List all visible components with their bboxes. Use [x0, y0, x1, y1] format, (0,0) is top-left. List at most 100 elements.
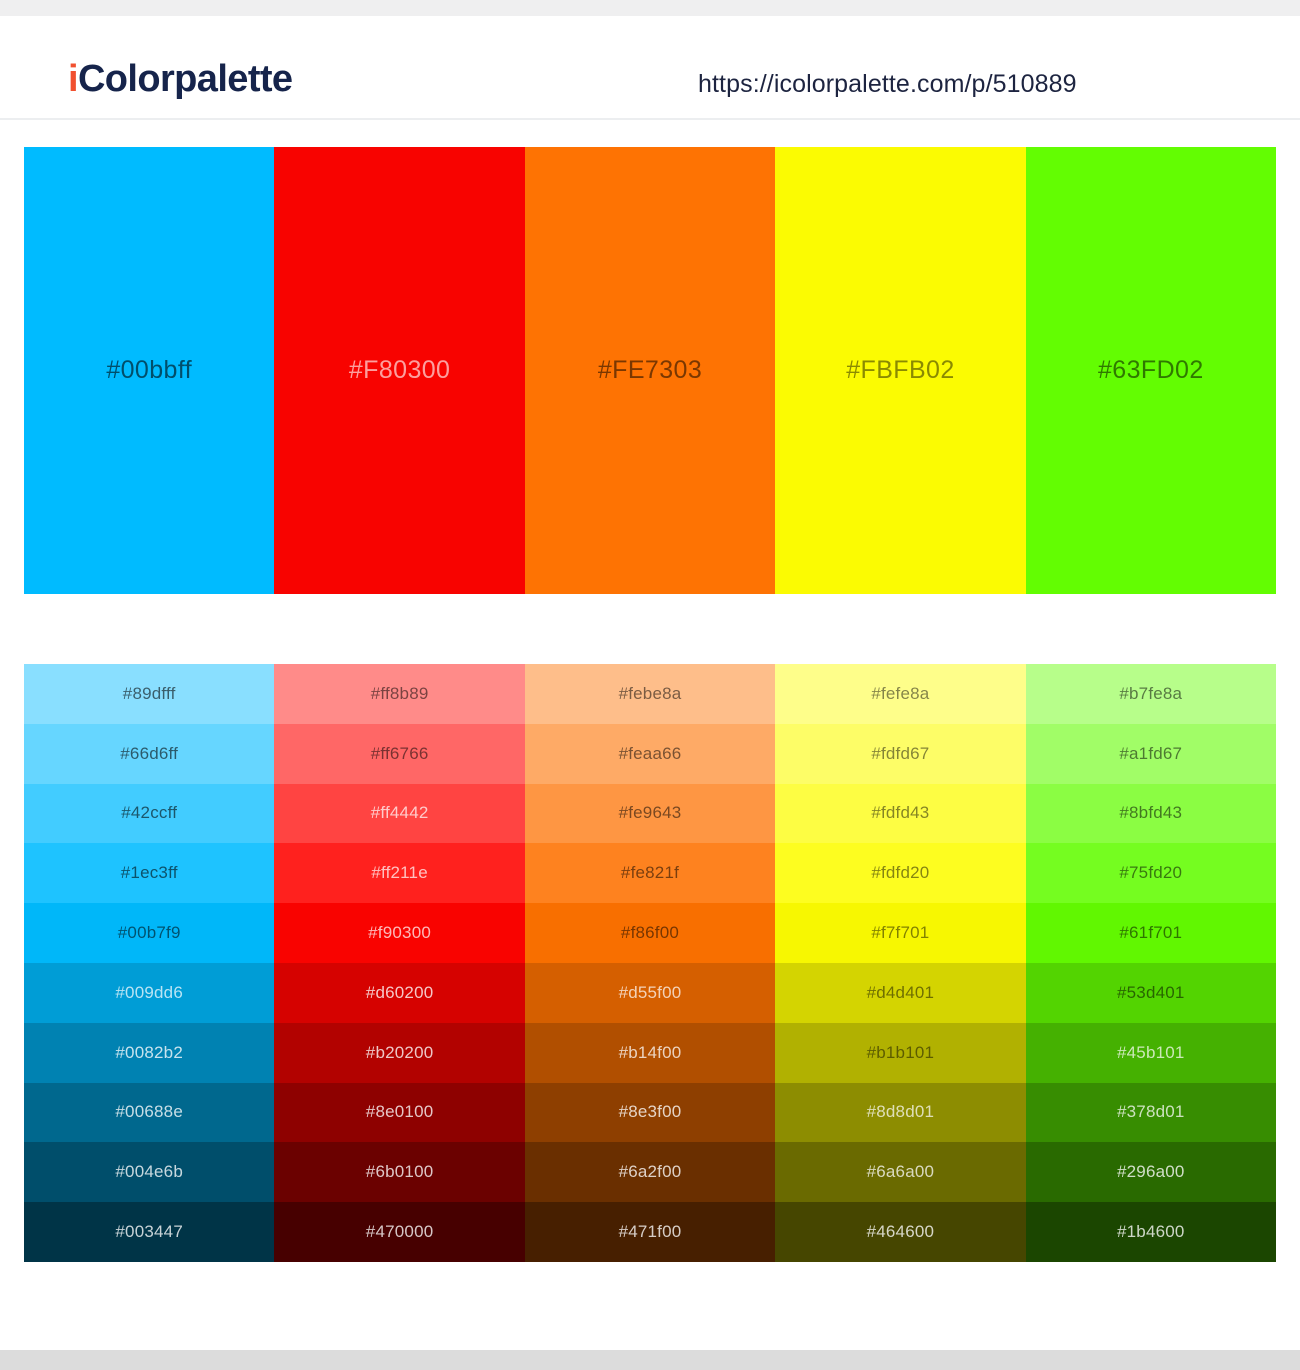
shade-cell[interactable]: #8bfd43: [1025, 783, 1276, 844]
shade-cell[interactable]: #00b7f9: [24, 903, 275, 963]
shade-cell-code: #1ec3ff: [120, 863, 178, 883]
browser-top-strip: [0, 0, 1300, 16]
shade-cell-code: #b7fe8a: [1119, 683, 1183, 703]
shade-cell-code: #b20200: [365, 1042, 434, 1062]
shade-cell-code: #f90300: [368, 923, 432, 943]
shade-cell[interactable]: #d60200: [274, 962, 525, 1023]
shade-cell-code: #d4d401: [866, 982, 935, 1002]
main-swatch[interactable]: #63FD02: [1025, 147, 1277, 594]
shade-cell-code: #a1fd67: [1119, 743, 1183, 763]
shade-cell-code: #ff6766: [370, 743, 429, 763]
shade-cell[interactable]: #a1fd67: [1025, 723, 1276, 784]
shade-cell[interactable]: #f86f00: [524, 903, 776, 963]
shade-cell[interactable]: #f7f701: [775, 903, 1026, 963]
shade-cell-code: #296a00: [1116, 1162, 1185, 1182]
main-swatch[interactable]: #FE7303: [524, 147, 776, 594]
shade-cell-code: #378d01: [1116, 1102, 1185, 1122]
main-swatch[interactable]: #FBFB02: [775, 147, 1026, 594]
shade-cell[interactable]: #ff6766: [274, 723, 525, 784]
shade-cell[interactable]: #45b101: [1025, 1022, 1276, 1083]
shade-cell-code: #fe9643: [618, 803, 682, 823]
shade-cell-code: #8e3f00: [618, 1102, 682, 1122]
shade-cell[interactable]: #53d401: [1025, 962, 1276, 1023]
main-swatch-code: #63FD02: [1098, 356, 1204, 384]
shade-cell[interactable]: #66d6ff: [24, 723, 275, 784]
shade-cell[interactable]: #0082b2: [24, 1022, 275, 1083]
shade-cell[interactable]: #ff4442: [274, 783, 525, 844]
main-swatch[interactable]: #00bbff: [24, 147, 275, 594]
shade-cell[interactable]: #fdfd67: [775, 723, 1026, 784]
shade-cell-code: #d60200: [365, 982, 434, 1002]
shade-cell-code: #fefe8a: [871, 683, 930, 703]
shade-cell-code: #8d8d01: [866, 1102, 935, 1122]
shade-cell[interactable]: #003447: [24, 1202, 275, 1262]
shade-cell-code: #464600: [866, 1222, 935, 1242]
site-logo[interactable]: iColorpalette: [68, 58, 293, 100]
shade-cell-code: #471f00: [618, 1222, 682, 1242]
shade-cell[interactable]: #fdfd43: [775, 783, 1026, 844]
shade-cell[interactable]: #fdfd20: [775, 843, 1026, 904]
shade-cell-code: #fdfd67: [871, 743, 930, 763]
shade-cell-code: #ff4442: [370, 803, 429, 823]
shade-cell[interactable]: #296a00: [1025, 1142, 1276, 1203]
shade-cell[interactable]: #470000: [274, 1202, 525, 1262]
shade-cell[interactable]: #009dd6: [24, 962, 275, 1023]
shade-cell-code: #6a2f00: [618, 1162, 682, 1182]
shade-cell[interactable]: #f90300: [274, 903, 525, 963]
shade-cell-code: #53d401: [1116, 982, 1185, 1002]
logo-name: Colorpalette: [77, 58, 293, 100]
shade-cell-code: #0082b2: [115, 1042, 183, 1062]
shade-cell[interactable]: #feaa66: [524, 723, 776, 784]
shade-cell-code: #75fd20: [1119, 863, 1183, 883]
shade-cell-code: #42ccff: [121, 803, 178, 823]
shade-cell-code: #6a6a00: [866, 1162, 935, 1182]
main-swatch-code: #F80300: [348, 356, 451, 384]
shade-cell[interactable]: #b20200: [274, 1022, 525, 1083]
shade-cell[interactable]: #1b4600: [1025, 1202, 1276, 1262]
shade-cell[interactable]: #75fd20: [1025, 843, 1276, 904]
shade-cell-code: #fdfd20: [871, 863, 930, 883]
shade-cell[interactable]: #378d01: [1025, 1082, 1276, 1143]
shade-cell[interactable]: #ff8b89: [274, 664, 525, 724]
shade-cell[interactable]: #d55f00: [524, 962, 776, 1023]
main-swatch-code: #00bbff: [106, 356, 193, 384]
main-swatch-code: #FE7303: [597, 356, 703, 384]
shade-cell[interactable]: #d4d401: [775, 962, 1026, 1023]
shade-cell[interactable]: #ff211e: [274, 843, 525, 904]
page-url: https://icolorpalette.com/p/510889: [698, 70, 1077, 98]
shade-cell[interactable]: #fe9643: [524, 783, 776, 844]
shade-cell[interactable]: #464600: [775, 1202, 1026, 1262]
shade-cell[interactable]: #42ccff: [24, 783, 275, 844]
shade-cell[interactable]: #b7fe8a: [1025, 664, 1276, 724]
shade-cell[interactable]: #61f701: [1025, 903, 1276, 963]
shade-cell[interactable]: #6a2f00: [524, 1142, 776, 1203]
shade-cell-code: #6b0100: [365, 1162, 434, 1182]
shade-cell-code: #8e0100: [365, 1102, 434, 1122]
shade-cell-code: #feaa66: [618, 743, 682, 763]
shade-cell[interactable]: #004e6b: [24, 1142, 275, 1203]
shade-cell[interactable]: #00688e: [24, 1082, 275, 1143]
shade-cell[interactable]: #fe821f: [524, 843, 776, 904]
shade-cell-code: #00688e: [115, 1102, 183, 1122]
shade-cell[interactable]: #89dfff: [24, 664, 275, 724]
shade-cell-code: #fe821f: [620, 863, 680, 883]
shade-cell[interactable]: #6a6a00: [775, 1142, 1026, 1203]
shade-cell[interactable]: #6b0100: [274, 1142, 525, 1203]
main-swatch[interactable]: #F80300: [274, 147, 525, 594]
logo-prefix: i: [68, 58, 79, 100]
shade-cell[interactable]: #febe8a: [524, 664, 776, 724]
shade-cell[interactable]: #1ec3ff: [24, 843, 275, 904]
shade-cell-code: #d55f00: [618, 982, 682, 1002]
shade-cell[interactable]: #471f00: [524, 1202, 776, 1262]
shade-cell-code: #470000: [365, 1222, 434, 1242]
shade-cell[interactable]: #b1b101: [775, 1022, 1026, 1083]
shade-cell-code: #1b4600: [1116, 1222, 1185, 1242]
shade-cell[interactable]: #fefe8a: [775, 664, 1026, 724]
shade-cell[interactable]: #8e3f00: [524, 1082, 776, 1143]
shade-cell[interactable]: #8d8d01: [775, 1082, 1026, 1143]
shade-cell[interactable]: #8e0100: [274, 1082, 525, 1143]
shade-cell-code: #b14f00: [618, 1042, 682, 1062]
shade-cell[interactable]: #b14f00: [524, 1022, 776, 1083]
shade-cell-code: #009dd6: [115, 982, 183, 1002]
